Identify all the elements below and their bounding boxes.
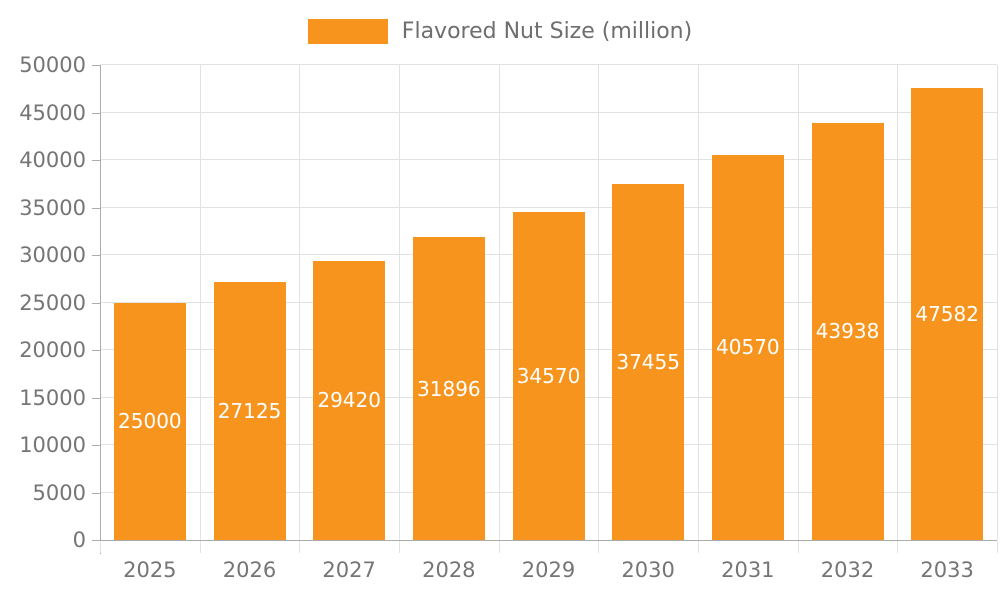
legend-swatch-icon [307, 18, 388, 44]
h-gridline [100, 159, 997, 160]
x-axis-tick-label: 2033 [920, 558, 974, 582]
bar[interactable]: 27125 [213, 282, 286, 540]
x-tick-mark [399, 541, 400, 553]
y-tick-mark [92, 445, 100, 446]
y-axis-tick-label: 25000 [19, 290, 86, 315]
bar[interactable]: 34570 [512, 211, 585, 540]
bar-value-label: 25000 [118, 409, 182, 434]
x-axis-tick-label: 2027 [322, 558, 376, 582]
v-gridline [398, 65, 400, 540]
bar-value-label: 27125 [217, 399, 282, 424]
v-gridline [598, 65, 600, 540]
bar-value-label: 43938 [815, 319, 880, 344]
y-axis-tick-label: 40000 [19, 148, 86, 172]
v-gridline [897, 65, 899, 540]
bar[interactable]: 37455 [612, 184, 685, 540]
x-tick-mark [598, 541, 599, 553]
y-axis-tick-label: 5000 [32, 480, 86, 505]
x-tick-mark [299, 541, 300, 553]
y-axis-tick-label: 50000 [19, 53, 86, 77]
bar[interactable]: 47582 [911, 87, 984, 540]
legend-label: Flavored Nut Size (million) [401, 18, 693, 44]
y-tick-mark [92, 398, 100, 399]
y-tick-mark [92, 493, 100, 494]
bar-value-label: 37455 [616, 350, 680, 375]
bar[interactable]: 31896 [412, 237, 485, 540]
x-axis-tick-label: 2032 [820, 558, 875, 582]
y-axis-tick-label: 30000 [19, 243, 86, 267]
x-tick-mark [897, 541, 898, 553]
x-axis-line [100, 540, 997, 541]
x-axis-tick-label: 2029 [521, 558, 576, 582]
bar-value-label: 31896 [417, 376, 481, 401]
bar-value-label: 29420 [317, 388, 381, 413]
v-gridline [299, 65, 301, 540]
bar[interactable]: 29420 [313, 260, 386, 540]
y-tick-mark [92, 113, 100, 114]
y-axis-tick-label: 0 [72, 528, 86, 552]
v-gridline [997, 65, 998, 540]
x-axis-tick-label: 2028 [422, 558, 476, 582]
x-tick-mark [499, 541, 500, 553]
plot-area: 25000 27125 29420 31896 34570 37455 40570 43938… [100, 64, 998, 540]
y-axis-line [100, 65, 101, 554]
x-axis-tick-label: 2030 [621, 558, 675, 582]
bar[interactable]: 40570 [711, 154, 784, 540]
bar-value-label: 47582 [915, 301, 979, 326]
x-axis-tick-label: 2031 [721, 558, 775, 582]
x-tick-mark [100, 541, 101, 553]
v-gridline [498, 65, 500, 540]
v-gridline [199, 65, 201, 540]
v-gridline [797, 65, 799, 540]
y-tick-mark [92, 255, 100, 256]
bar-value-label: 34570 [516, 363, 581, 388]
y-tick-mark [92, 540, 100, 541]
x-tick-mark [997, 541, 998, 553]
bar[interactable]: 25000 [113, 302, 186, 540]
y-tick-mark [92, 350, 100, 351]
y-tick-mark [92, 208, 100, 209]
legend-item[interactable]: Flavored Nut Size (million) [0, 14, 1000, 48]
y-tick-mark [92, 160, 100, 161]
x-tick-mark [698, 541, 699, 553]
y-tick-mark [92, 65, 100, 66]
v-gridline [697, 65, 699, 540]
h-gridline [100, 111, 997, 113]
x-tick-mark [798, 541, 799, 553]
y-tick-mark [92, 303, 100, 304]
x-tick-mark [200, 541, 201, 553]
bar[interactable]: 43938 [811, 122, 884, 540]
bar-value-label: 40570 [716, 335, 780, 360]
y-axis-tick-label: 35000 [19, 195, 86, 220]
h-gridline [100, 206, 997, 208]
x-axis-tick-label: 2026 [222, 558, 277, 582]
y-axis-tick-label: 20000 [19, 338, 86, 362]
h-gridline [100, 64, 997, 65]
y-axis-tick-label: 15000 [19, 385, 86, 410]
y-axis-tick-label: 10000 [19, 433, 86, 457]
x-axis-tick-label: 2025 [123, 558, 177, 582]
y-axis-tick-label: 45000 [19, 100, 86, 125]
